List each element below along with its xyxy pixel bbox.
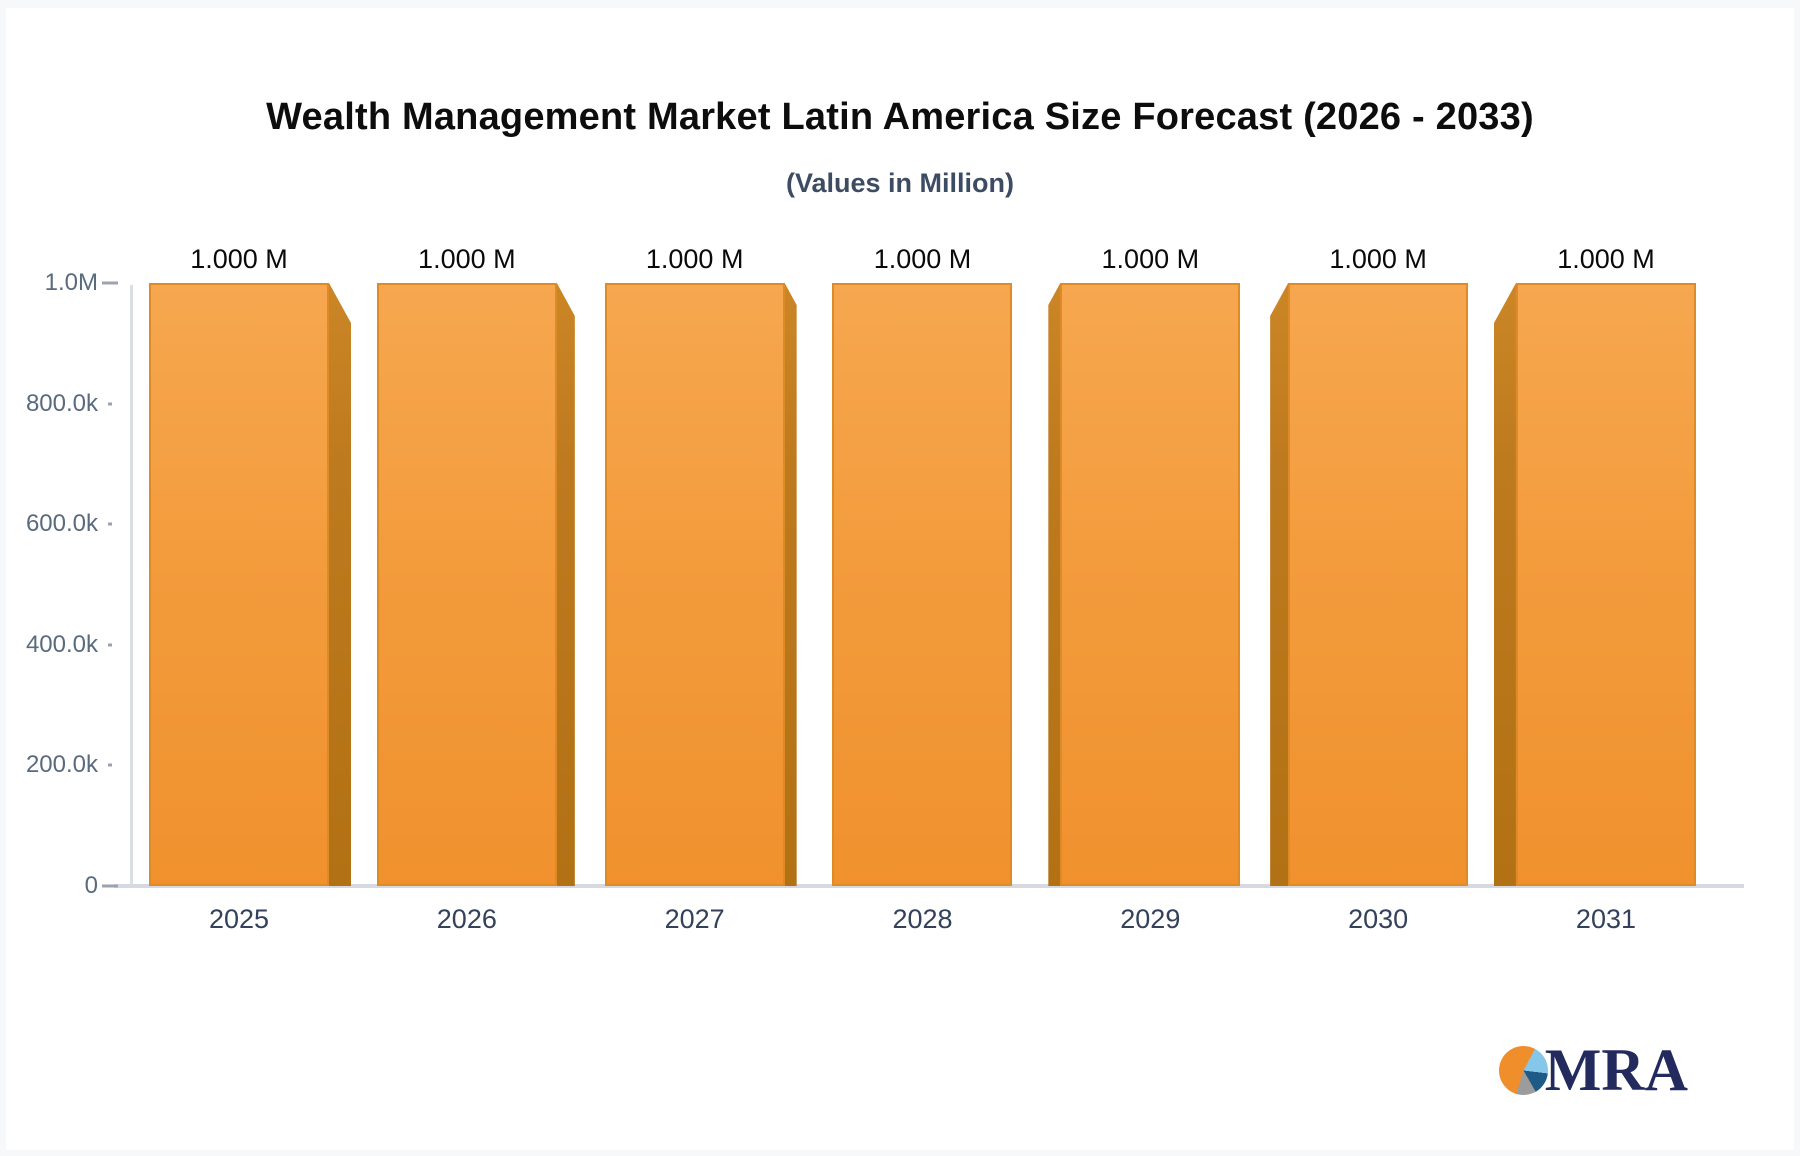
- logo-text: MRA: [1544, 1037, 1688, 1103]
- bar-3d-side-2029: [1048, 283, 1061, 886]
- y-axis-tick-mark: [108, 522, 112, 526]
- bar-value-label-2025: 1.000 M: [190, 244, 288, 274]
- y-axis-tick-label: 200.0k: [25, 751, 98, 779]
- mra-logo: MRA: [1498, 1037, 1688, 1103]
- y-axis-tick-label: 0: [84, 872, 98, 899]
- y-axis-tick-mark: [108, 402, 112, 406]
- y-axis-tick-mark: [108, 643, 112, 647]
- x-axis-label-2027: 2027: [664, 904, 725, 934]
- bar-3d-side-2026: [556, 283, 575, 886]
- x-axis-label-2031: 2031: [1575, 904, 1637, 934]
- bar-2031[interactable]: [1515, 283, 1696, 886]
- y-axis-tick-mark: [108, 763, 112, 767]
- bar-value-label-2029: 1.000 M: [1101, 244, 1200, 274]
- chart-subtitle: (Values in Million): [785, 168, 1015, 198]
- bar-value-label-2026: 1.000 M: [418, 244, 516, 274]
- bar-3d-side-2030: [1270, 283, 1289, 886]
- chart-card: Wealth Management Market Latin America S…: [6, 8, 1794, 1150]
- x-axis-label-2028: 2028: [892, 904, 953, 934]
- bar-value-label-2028: 1.000 M: [873, 244, 972, 274]
- y-axis-tick-label: 600.0k: [25, 510, 98, 538]
- x-axis-label-2025: 2025: [208, 904, 270, 934]
- bar-2025[interactable]: [149, 283, 329, 886]
- bar-2028[interactable]: [832, 283, 1013, 886]
- bar-value-label-2030: 1.000 M: [1329, 244, 1427, 274]
- bar-3d-side-2031: [1493, 283, 1516, 886]
- bar-2027[interactable]: [604, 283, 785, 886]
- x-axis-label-2029: 2029: [1120, 904, 1181, 934]
- y-axis-tick-mark: [102, 281, 118, 285]
- bar-2029[interactable]: [1060, 283, 1241, 886]
- x-axis-baseline: [114, 884, 1744, 888]
- y-axis-tick-label: 400.0k: [25, 630, 98, 658]
- bar-2026[interactable]: [376, 283, 557, 886]
- y-axis-tick-mark: [102, 884, 118, 888]
- x-axis-label-2026: 2026: [436, 904, 497, 934]
- bar-3d-side-2027: [784, 283, 797, 886]
- y-axis-line: [130, 285, 133, 886]
- y-axis-tick-label: 800.0k: [25, 389, 98, 417]
- y-axis-tick-label: 1.0M: [44, 269, 98, 296]
- bar-2030[interactable]: [1288, 283, 1469, 886]
- pie-chart-logo-icon: [1498, 1045, 1548, 1095]
- bar-value-label-2027: 1.000 M: [645, 244, 744, 274]
- bar-3d-side-2025: [329, 283, 351, 886]
- bar-value-label-2031: 1.000 M: [1557, 244, 1655, 274]
- chart-title: Wealth Management Market Latin America S…: [266, 96, 1534, 138]
- x-axis-label-2030: 2030: [1348, 904, 1409, 934]
